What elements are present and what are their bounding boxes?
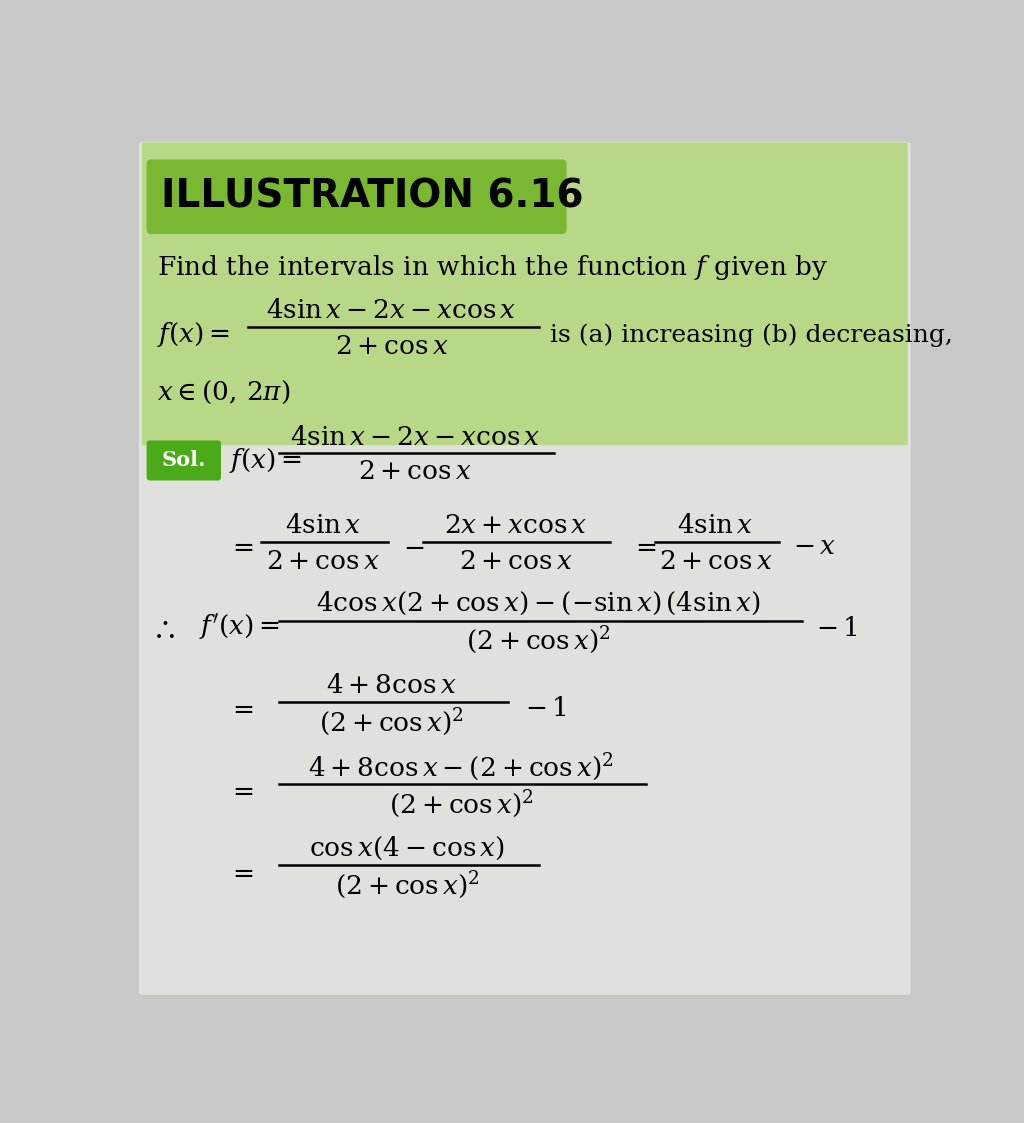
Text: $4\sin x$: $4\sin x$ xyxy=(677,513,754,538)
Text: $f(x) =$: $f(x) =$ xyxy=(228,446,302,475)
FancyBboxPatch shape xyxy=(142,143,907,445)
Text: $4\sin x - 2x - x\cos x$: $4\sin x - 2x - x\cos x$ xyxy=(290,424,540,450)
Text: $4\sin x - 2x - x\cos x$: $4\sin x - 2x - x\cos x$ xyxy=(266,298,517,322)
Text: $4 + 8\cos x - (2 + \cos x)^2$: $4 + 8\cos x - (2 + \cos x)^2$ xyxy=(308,751,614,783)
Text: $\cos x(4 - \cos x)$: $\cos x(4 - \cos x)$ xyxy=(309,836,505,862)
Text: $-\,x$: $-\,x$ xyxy=(793,535,836,559)
FancyBboxPatch shape xyxy=(146,440,221,481)
Text: $-\,1$: $-\,1$ xyxy=(524,696,566,721)
Text: $4 + 8\cos x$: $4 + 8\cos x$ xyxy=(327,673,457,697)
Text: $4\sin x$: $4\sin x$ xyxy=(285,513,361,538)
Text: $2 + \cos x$: $2 + \cos x$ xyxy=(266,549,380,574)
Text: is (a) increasing (b) decreasing,: is (a) increasing (b) decreasing, xyxy=(550,323,953,347)
Text: $\therefore$: $\therefore$ xyxy=(150,613,175,643)
Text: Find the intervals in which the function $f$ given by: Find the intervals in which the function… xyxy=(158,254,828,283)
Text: $(2 + \cos x)^2$: $(2 + \cos x)^2$ xyxy=(466,624,611,657)
Text: $2 + \cos x$: $2 + \cos x$ xyxy=(358,459,472,484)
Text: $2 + \cos x$: $2 + \cos x$ xyxy=(459,549,572,574)
FancyBboxPatch shape xyxy=(139,141,910,995)
Text: $4\cos x(2 + \cos x) - (-\sin x)\,(4\sin x)$: $4\cos x(2 + \cos x) - (-\sin x)\,(4\sin… xyxy=(316,590,761,618)
Text: ILLUSTRATION 6.16: ILLUSTRATION 6.16 xyxy=(161,177,583,216)
Text: $-\,1$: $-\,1$ xyxy=(816,615,857,641)
Text: $x\in(0,\,2\pi)$: $x\in(0,\,2\pi)$ xyxy=(158,380,291,407)
Text: $f'(x) =$: $f'(x) =$ xyxy=(200,613,281,643)
Text: $=$: $=$ xyxy=(227,777,254,803)
Text: $=$: $=$ xyxy=(227,535,254,559)
Text: $(2 + \cos x)^2$: $(2 + \cos x)^2$ xyxy=(335,869,479,902)
FancyBboxPatch shape xyxy=(146,159,566,234)
Text: $=$: $=$ xyxy=(227,696,254,721)
Text: Sol.: Sol. xyxy=(162,450,206,471)
Text: $(2 + \cos x)^2$: $(2 + \cos x)^2$ xyxy=(389,788,534,820)
Text: $f(x) =$: $f(x) =$ xyxy=(158,320,230,349)
Text: $-$: $-$ xyxy=(403,535,424,559)
Text: $2 + \cos x$: $2 + \cos x$ xyxy=(658,549,772,574)
Text: $2x + x\cos x$: $2x + x\cos x$ xyxy=(443,513,587,538)
Text: $=$: $=$ xyxy=(227,860,254,885)
Text: $=$: $=$ xyxy=(630,535,656,559)
Text: $2 + \cos x$: $2 + \cos x$ xyxy=(335,334,449,359)
Text: $(2 + \cos x)^2$: $(2 + \cos x)^2$ xyxy=(319,706,464,738)
